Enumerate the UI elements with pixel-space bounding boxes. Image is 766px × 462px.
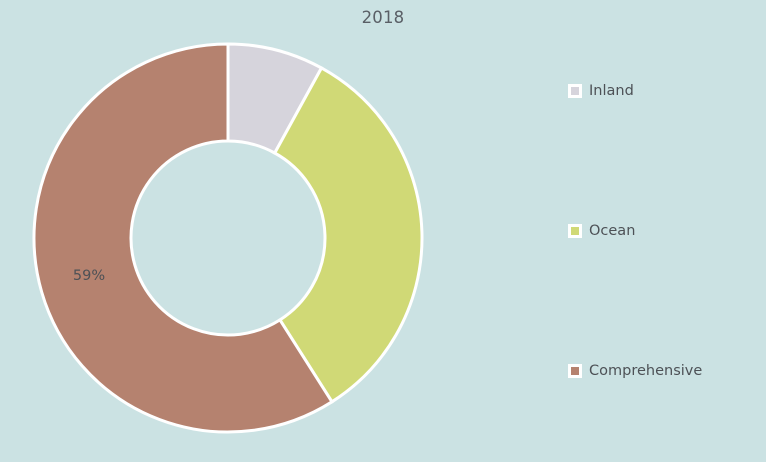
donut-slice-comprehensive[interactable] xyxy=(32,42,335,434)
legend-item-inland[interactable]: Inland xyxy=(568,81,634,101)
legend-item-comprehensive[interactable]: Comprehensive xyxy=(568,361,702,381)
legend-swatch-icon-ocean xyxy=(568,224,582,238)
legend-label-ocean: Ocean xyxy=(589,222,636,239)
slice-value-label-comprehensive: 59% xyxy=(73,268,105,284)
legend-swatch-icon-comprehensive xyxy=(568,364,582,378)
legend-swatch-icon-inland xyxy=(568,84,582,98)
donut-slice-ocean[interactable] xyxy=(272,65,424,404)
donut-slices xyxy=(32,42,424,434)
legend-item-ocean[interactable]: Ocean xyxy=(568,221,635,241)
legend-label-comprehensive: Comprehensive xyxy=(589,362,703,379)
legend-label-inland: Inland xyxy=(589,82,634,99)
chart-title: 2018 xyxy=(361,8,405,27)
donut-slice-labels: 59% xyxy=(73,268,105,284)
